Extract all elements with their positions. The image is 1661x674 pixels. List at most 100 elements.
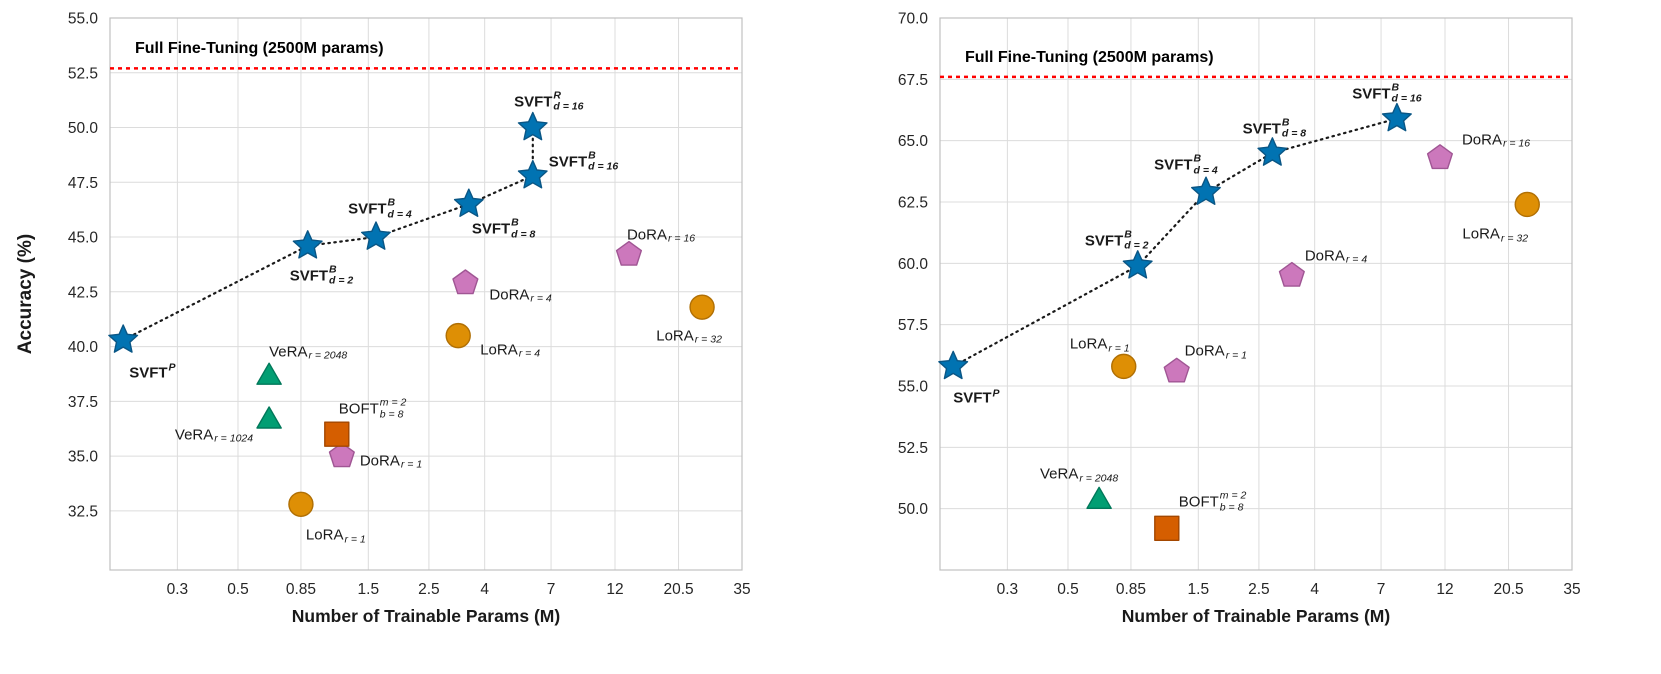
chart-panel-right: 0.3 0.5 0.85 1.5 2.5 4 7 12 20.5 35 50.0 52.5 55.0 57… <box>830 0 1660 674</box>
plot-border <box>939 17 1573 571</box>
x-tick-label: 0.5 <box>1057 581 1079 598</box>
x-tick-label: 35 <box>1563 581 1580 598</box>
y-tick-label: 70.0 <box>898 11 929 28</box>
y-tick-label: 47.5 <box>68 175 98 192</box>
y-tick-label: 55.0 <box>68 11 99 28</box>
x-axis-label: Number of Trainable Params (M) <box>291 606 561 626</box>
lora-circle-marker <box>1111 353 1137 380</box>
x-tick-label: 1.5 <box>1188 581 1210 598</box>
svft-star-marker <box>1381 102 1412 132</box>
lora-circle-marker <box>445 322 471 349</box>
y-tick-label: 35.0 <box>68 449 99 466</box>
point-label-svft: SVFT P <box>129 361 176 382</box>
x-tick-label: 2.5 <box>1248 581 1270 598</box>
x-tick-label: 0.85 <box>1116 581 1146 598</box>
vera-triangle-marker <box>256 362 282 385</box>
x-tick-label: 0.5 <box>227 581 249 598</box>
chart-canvas: 0.3 0.5 0.85 1.5 2.5 4 7 12 20.5 35 50.0 52.5 55.0 57… <box>898 11 1581 599</box>
svft-star-marker <box>517 159 548 189</box>
y-tick-label: 42.5 <box>68 284 98 301</box>
svft-star-marker <box>292 230 323 259</box>
x-tick-label: 2.5 <box>418 581 440 598</box>
point-label-lora: LoRA r = 32 <box>1462 225 1529 245</box>
y-tick-label: 55.0 <box>898 379 929 396</box>
svft-star-marker <box>1122 250 1153 279</box>
y-tick-label: 57.5 <box>898 317 928 334</box>
dora-pentagon-marker <box>1163 357 1190 383</box>
svft-star-marker <box>1191 176 1221 206</box>
dora-pentagon-marker <box>452 269 479 295</box>
y-tick-label: 50.0 <box>898 501 929 518</box>
svft-trend-line <box>952 117 1398 368</box>
x-tick-label: 12 <box>1436 581 1453 598</box>
x-tick-label: 1.5 <box>358 581 380 598</box>
x-tick-label: 7 <box>547 581 556 598</box>
vera-triangle-marker <box>256 406 282 429</box>
point-label-lora: LoRA r = 1 <box>1069 335 1130 355</box>
x-tick-label: 35 <box>733 581 750 598</box>
point-label-dora: DoRA r = 1 <box>359 452 423 471</box>
x-tick-label: 12 <box>606 581 623 598</box>
point-label-vera: VeRA r = 2048 <box>269 343 348 362</box>
y-tick-label: 50.0 <box>68 120 99 137</box>
x-tick-label: 4 <box>1310 581 1319 598</box>
y-tick-label: 40.0 <box>68 339 99 356</box>
svft-star-marker <box>361 221 391 250</box>
full-finetuning-annotation: Full Fine-Tuning (2500M params) <box>135 40 384 58</box>
x-tick-label: 0.3 <box>997 581 1019 598</box>
dora-pentagon-marker <box>1426 144 1453 170</box>
point-label-dora: DoRA r = 16 <box>1461 131 1531 150</box>
lora-circle-marker <box>288 491 314 517</box>
point-label-svft: SVFT P <box>953 387 1000 407</box>
y-tick-label: 52.5 <box>898 440 928 457</box>
dora-pentagon-marker <box>328 442 355 468</box>
svft-star-marker <box>938 350 969 380</box>
x-tick-label: 20.5 <box>1493 581 1523 598</box>
y-tick-label: 62.5 <box>898 195 928 212</box>
point-label-dora: DoRA r = 4 <box>489 286 552 305</box>
y-tick-label: 67.5 <box>898 72 928 89</box>
boft-square-marker <box>324 421 350 447</box>
lora-circle-marker <box>1514 191 1540 218</box>
point-label-dora: DoRA r = 16 <box>626 226 696 245</box>
svft-star-marker <box>517 111 548 141</box>
y-tick-label: 45.0 <box>68 230 99 247</box>
boft-square-marker <box>1154 515 1180 541</box>
y-tick-label: 60.0 <box>898 256 929 273</box>
point-label-dora: DoRA r = 1 <box>1184 342 1247 362</box>
point-label-vera: VeRA r = 2048 <box>1040 465 1119 485</box>
y-tick-label: 52.5 <box>68 65 98 82</box>
vera-triangle-marker <box>1086 486 1112 509</box>
point-label-lora: LoRA r = 4 <box>480 341 541 360</box>
y-tick-label: 37.5 <box>68 394 98 411</box>
x-tick-label: 4 <box>480 581 489 598</box>
svft-star-marker <box>1257 137 1288 166</box>
point-label-vera: VeRA r = 1024 <box>174 426 254 445</box>
full-finetuning-annotation: Full Fine-Tuning (2500M params) <box>965 48 1214 66</box>
dora-pentagon-marker <box>1278 261 1305 287</box>
svft-star-marker <box>108 324 139 353</box>
lora-circle-marker <box>689 294 715 320</box>
chart-panel-left: 0.3 0.5 0.85 1.5 2.5 4 7 12 20.5 35 32.5 35.0 37.5 40… <box>0 0 830 674</box>
y-tick-label: 32.5 <box>68 503 98 520</box>
svft-star-marker <box>453 188 484 218</box>
x-tick-label: 7 <box>1377 581 1386 598</box>
x-tick-label: 0.85 <box>286 581 316 598</box>
y-tick-label: 65.0 <box>898 133 929 150</box>
x-axis-label: Number of Trainable Params (M) <box>1121 606 1391 626</box>
point-label-lora: LoRA r = 32 <box>656 327 722 346</box>
point-label-lora: LoRA r = 1 <box>305 526 366 546</box>
x-tick-label: 0.3 <box>167 581 189 598</box>
